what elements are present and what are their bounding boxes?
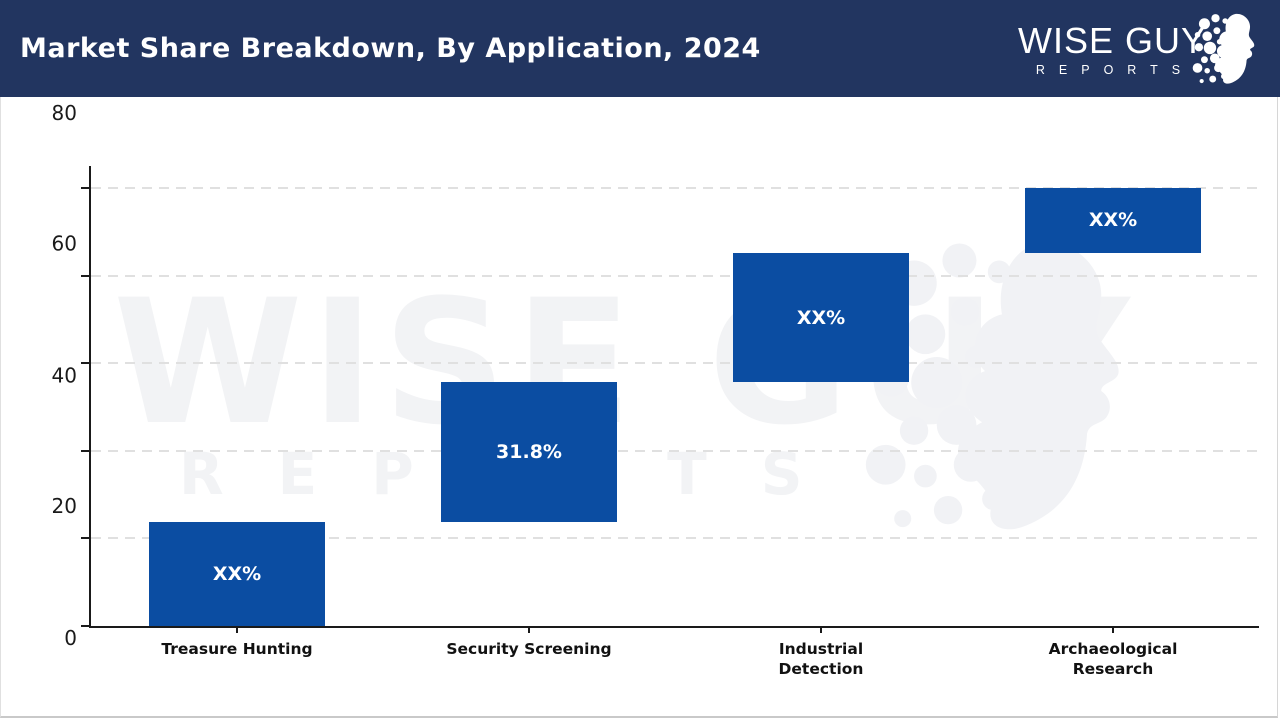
x-category-label-industrial-detection: Industrial Detection — [778, 640, 864, 679]
logo-text: WISE GUY REPORTS — [1017, 20, 1206, 78]
logo-wordmark: WISE GUY — [1017, 20, 1206, 61]
y-tick-mark-80 — [81, 274, 89, 277]
x-category-label-treasure-hunting: Treasure Hunting — [161, 640, 313, 658]
y-tick-mark-60 — [81, 362, 89, 365]
gridline-100 — [91, 186, 1259, 189]
bar-value-label: XX% — [212, 562, 262, 585]
x-category-label-archaeological-research: Archaeological Research — [1048, 640, 1178, 679]
gridline-20 — [91, 537, 1259, 540]
chart-title: Market Share Breakdown, By Application, … — [20, 33, 761, 64]
logo-subtitle: REPORTS — [1035, 63, 1195, 77]
bar-security-screening: 31.8% — [441, 382, 617, 522]
plot-area: 020406080100XX%Treasure Hunting31.8%Secu… — [52, 100, 1259, 678]
y-tick-label-80: 80 — [51, 100, 77, 125]
y-tick-label-60: 60 — [51, 231, 77, 256]
bar-value-label: XX% — [1088, 209, 1138, 232]
bar-value-label: XX% — [796, 306, 846, 329]
y-tick-label-20: 20 — [51, 494, 77, 519]
gridline-40 — [91, 449, 1259, 452]
bar-archaeological-research: XX% — [1025, 187, 1201, 253]
x-tick-mark-0 — [236, 626, 238, 633]
bar-industrial-detection: XX% — [733, 252, 909, 383]
x-tick-mark-1 — [528, 626, 530, 633]
y-tick-mark-100 — [81, 186, 89, 189]
y-tick-label-40: 40 — [51, 363, 77, 388]
wise-guy-reports-logo: WISE GUY REPORTS — [1018, 6, 1268, 94]
gridline-60 — [91, 362, 1259, 365]
wiseguy-face-icon — [1192, 13, 1255, 84]
y-tick-mark-40 — [81, 449, 89, 452]
gridline-80 — [91, 274, 1259, 277]
y-tick-label-100: 100 — [39, 97, 77, 407]
bar-treasure-hunting: XX% — [149, 521, 325, 626]
header-band: Market Share Breakdown, By Application, … — [0, 0, 1280, 97]
x-category-label-security-screening: Security Screening — [446, 640, 612, 658]
y-tick-mark-0 — [81, 625, 89, 627]
bar-value-label: 31.8% — [496, 441, 562, 464]
x-tick-mark-2 — [820, 626, 822, 633]
x-tick-mark-3 — [1112, 626, 1114, 633]
chart-canvas: WISE GUY REPORTS 020406080100XX%Treasure… — [0, 97, 1278, 718]
y-tick-mark-20 — [81, 537, 89, 540]
